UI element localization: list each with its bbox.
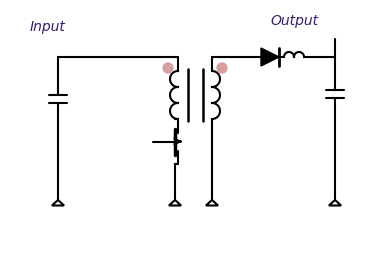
Text: Output: Output <box>270 14 318 28</box>
Circle shape <box>217 63 227 73</box>
Text: Input: Input <box>30 20 66 34</box>
Circle shape <box>163 63 173 73</box>
Polygon shape <box>261 48 279 66</box>
